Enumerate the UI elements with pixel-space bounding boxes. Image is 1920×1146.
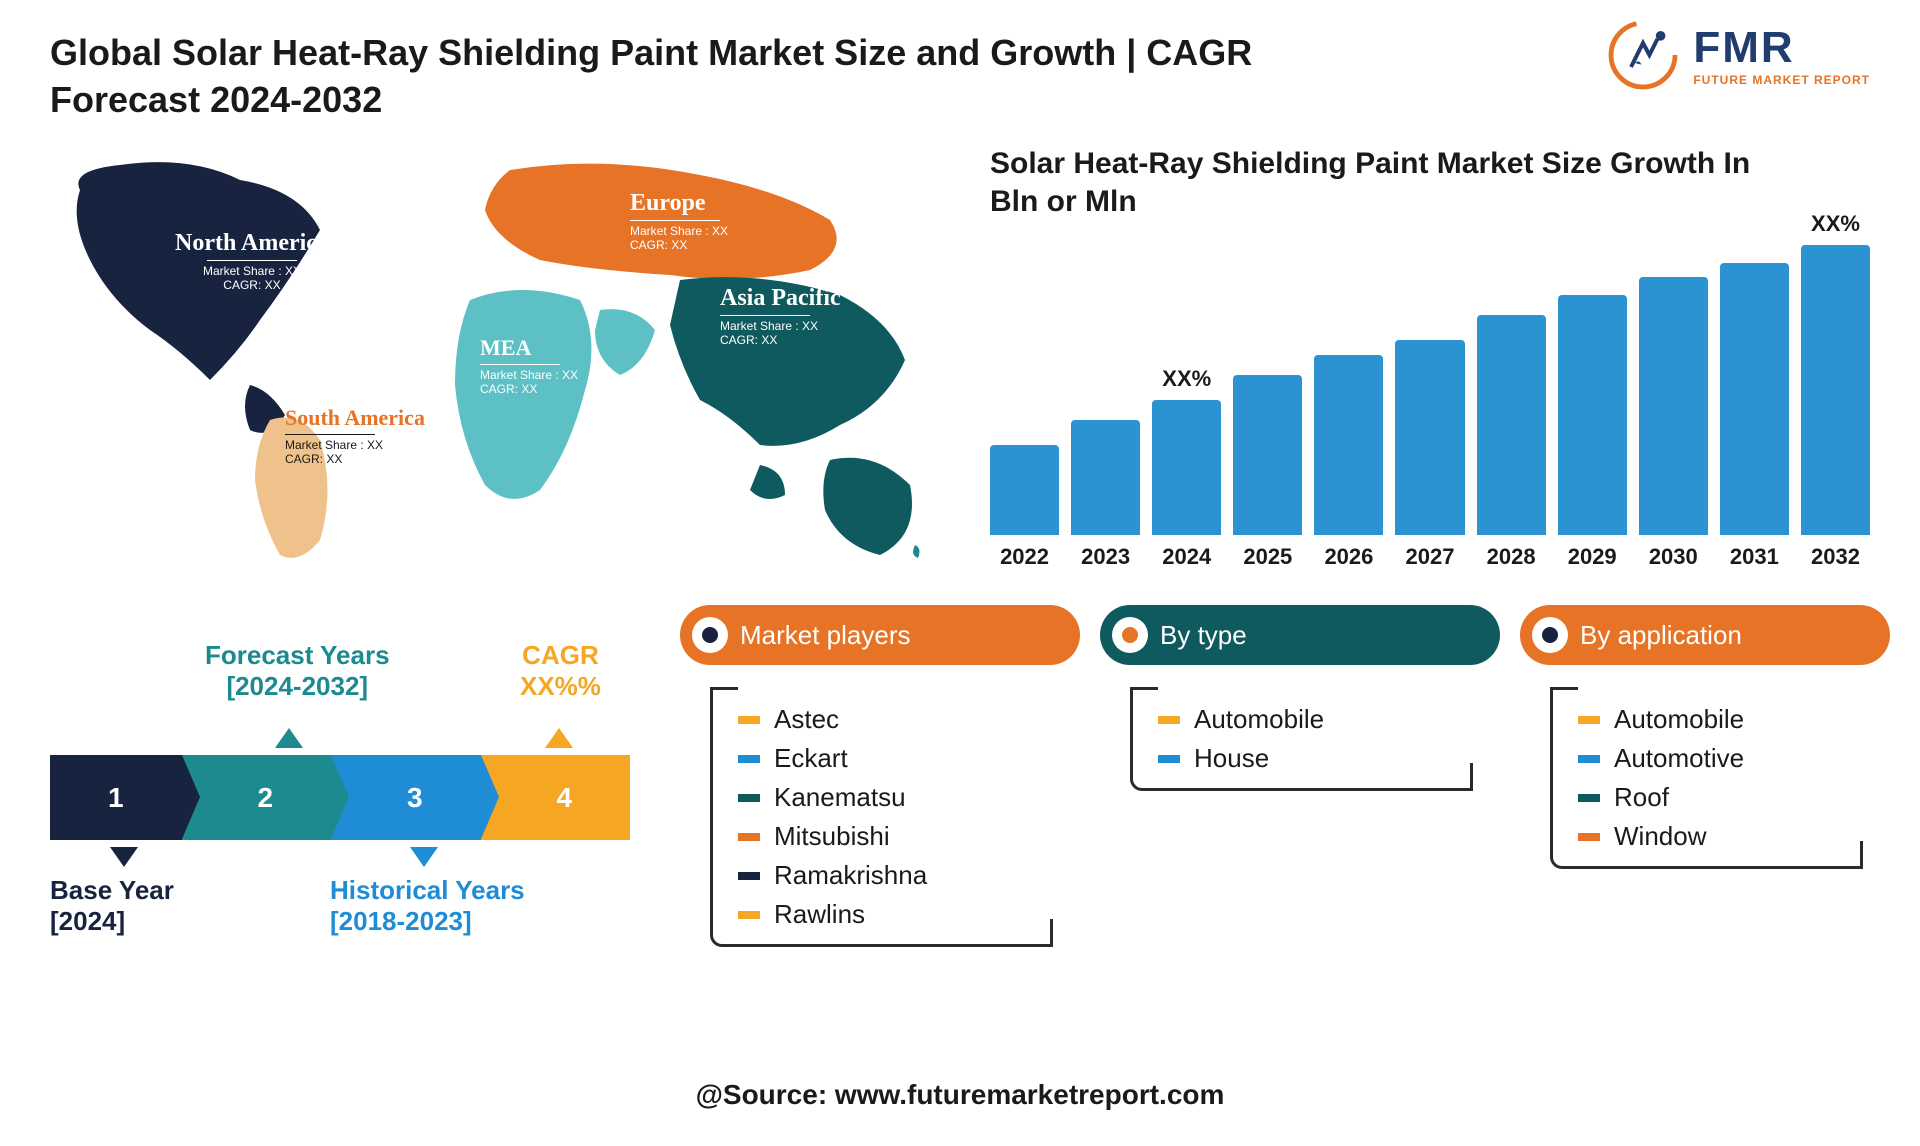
tl-historical: Historical Years [2018-2023]	[330, 875, 525, 937]
cat-item: Rawlins	[738, 895, 1050, 934]
cat-list-application: AutomobileAutomotiveRoofWindow	[1550, 690, 1860, 869]
region-asia-pacific: Asia Pacific Market Share : XX CAGR: XX	[720, 285, 841, 347]
cat-item: Kanematsu	[738, 778, 1050, 817]
bar-2022: 2022	[990, 445, 1059, 535]
tl-forecast: Forecast Years [2024-2032]	[205, 640, 390, 702]
logo-main-text: FMR	[1693, 23, 1870, 73]
cat-item: Window	[1578, 817, 1860, 856]
chart-title: Solar Heat-Ray Shielding Paint Market Si…	[990, 145, 1870, 220]
growth-bar-chart: Solar Heat-Ray Shielding Paint Market Si…	[990, 145, 1870, 575]
tl-seg-1: 1	[50, 755, 182, 840]
region-north-america: North America Market Share : XX CAGR: XX	[175, 230, 329, 292]
timeline-segments: 1234	[50, 755, 630, 840]
region-europe: Europe Market Share : XX CAGR: XX	[630, 190, 728, 252]
bar-2027: 2027	[1395, 340, 1464, 535]
logo-icon	[1603, 15, 1683, 95]
tri-cagr-icon	[545, 728, 573, 748]
cat-header-application: By application	[1520, 605, 1890, 665]
tl-seg-2: 2	[182, 755, 332, 840]
cat-market-players: Market players AstecEckartKanematsuMitsu…	[680, 605, 1080, 1035]
tl-base: Base Year [2024]	[50, 875, 174, 937]
bar-2032: 2032XX%	[1801, 245, 1870, 535]
cat-by-application: By application AutomobileAutomotiveRoofW…	[1520, 605, 1890, 1035]
page-title: Global Solar Heat-Ray Shielding Paint Ma…	[50, 30, 1300, 124]
logo-sub-text: FUTURE MARKET REPORT	[1693, 73, 1870, 87]
fmr-logo: FMR FUTURE MARKET REPORT	[1603, 15, 1870, 95]
bar-2024: 2024XX%	[1152, 400, 1221, 535]
tri-base-icon	[110, 847, 138, 867]
bar-2028: 2028	[1477, 315, 1546, 535]
cat-list-type: AutomobileHouse	[1130, 690, 1470, 791]
source-text: @Source: www.futuremarketreport.com	[696, 1079, 1225, 1111]
bar-2023: 2023	[1071, 420, 1140, 535]
bar-2026: 2026	[1314, 355, 1383, 535]
tl-cagr: CAGR XX%%	[520, 640, 601, 702]
cat-by-type: By type AutomobileHouse	[1100, 605, 1500, 1035]
tl-seg-4: 4	[481, 755, 631, 840]
tl-seg-3: 3	[331, 755, 481, 840]
world-map: North America Market Share : XX CAGR: XX…	[40, 150, 940, 570]
cat-header-type: By type	[1100, 605, 1500, 665]
bar-2029: 2029	[1558, 295, 1627, 535]
bar-2025: 2025	[1233, 375, 1302, 535]
bar-2031: 2031	[1720, 263, 1789, 535]
tri-historical-icon	[410, 847, 438, 867]
cat-item: Automobile	[1158, 700, 1470, 739]
cat-item: Ramakrishna	[738, 856, 1050, 895]
cat-item: Eckart	[738, 739, 1050, 778]
tri-forecast-icon	[275, 728, 303, 748]
cat-item: Astec	[738, 700, 1050, 739]
cat-header-players: Market players	[680, 605, 1080, 665]
region-south-america: South America Market Share : XX CAGR: XX	[285, 405, 425, 466]
cat-item: Roof	[1578, 778, 1860, 817]
bar-2030: 2030	[1639, 277, 1708, 535]
cat-item: Mitsubishi	[738, 817, 1050, 856]
cat-item: House	[1158, 739, 1470, 778]
cat-list-players: AstecEckartKanematsuMitsubishiRamakrishn…	[710, 690, 1050, 947]
cat-item: Automobile	[1578, 700, 1860, 739]
cat-item: Automotive	[1578, 739, 1860, 778]
region-mea: MEA Market Share : XX CAGR: XX	[480, 335, 578, 396]
chart-bars: 202220232024XX%2025202620272028202920302…	[990, 235, 1870, 535]
